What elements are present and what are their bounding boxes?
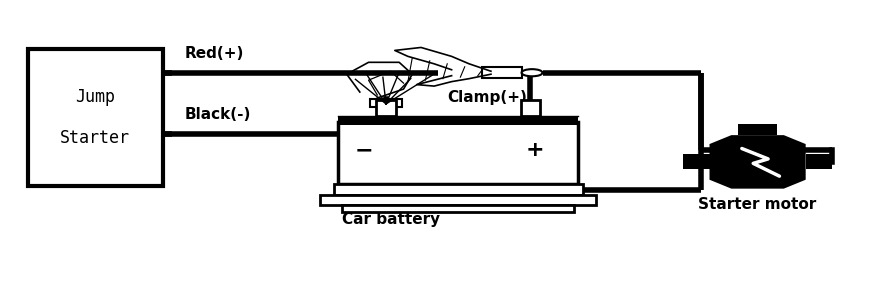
- Bar: [320, 195, 595, 205]
- Text: +: +: [525, 140, 544, 160]
- Bar: [370, 100, 402, 107]
- Text: Starter: Starter: [61, 129, 131, 147]
- Bar: [333, 184, 582, 195]
- Bar: [738, 124, 777, 135]
- Bar: [521, 100, 540, 116]
- Text: Clamp(-): Clamp(-): [403, 147, 477, 162]
- Bar: [806, 154, 832, 169]
- Text: Starter motor: Starter motor: [698, 197, 816, 212]
- Polygon shape: [709, 135, 806, 189]
- Text: Jump: Jump: [75, 88, 116, 106]
- Bar: [27, 49, 163, 186]
- Bar: [338, 122, 578, 184]
- Text: Clamp(+): Clamp(+): [447, 91, 527, 106]
- Text: Red(+): Red(+): [185, 46, 245, 61]
- Bar: [376, 100, 396, 116]
- Circle shape: [522, 69, 543, 76]
- Text: Car battery: Car battery: [342, 212, 440, 227]
- Bar: [482, 68, 522, 78]
- Bar: [683, 154, 709, 169]
- Bar: [338, 116, 578, 125]
- Text: −: −: [355, 140, 374, 160]
- Bar: [342, 205, 574, 212]
- Text: Black(-): Black(-): [185, 107, 252, 122]
